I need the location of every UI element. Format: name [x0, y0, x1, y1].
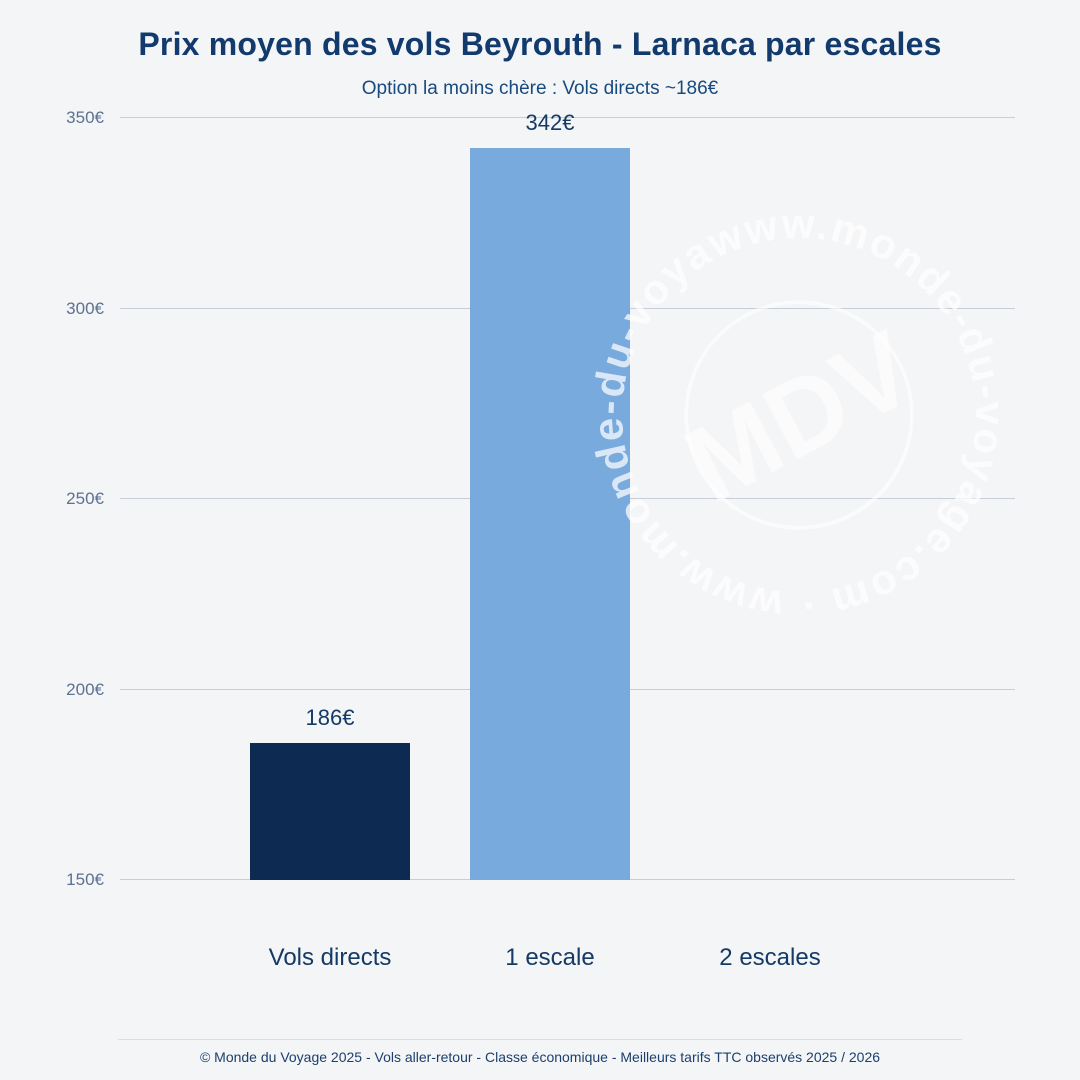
y-tick-label: 350€: [66, 108, 104, 127]
x-category-label: Vols directs: [268, 944, 392, 971]
chart-subtitle: Option la moins chère : Vols directs ~18…: [361, 78, 719, 99]
gridline: [120, 117, 1015, 118]
x-category-label: 1 escale: [505, 944, 595, 971]
chart-title: Prix moyen des vols Beyrouth - Larnaca p…: [138, 26, 942, 62]
bar-vols-directs: [250, 742, 410, 880]
bar-value-label: 342€: [525, 110, 575, 136]
y-tick-label: 150€: [66, 870, 104, 889]
bar-value-label: 186€: [305, 704, 355, 730]
y-tick-label: 250€: [66, 489, 104, 508]
bar-1-escale: [470, 148, 630, 880]
x-axis-labels: Vols directs 1 escale 2 escales: [120, 944, 1015, 988]
x-category-label: 2 escales: [719, 944, 821, 971]
y-tick-label: 200€: [66, 679, 104, 699]
plot-area: 150€ 200€ 250€ 300€ 350€ 186€ 342€: [66, 108, 1015, 889]
y-tick-label: 300€: [66, 298, 104, 318]
footer-divider: [118, 1039, 962, 1040]
footer-text: © Monde du Voyage 2025 - Vols aller-reto…: [199, 1049, 881, 1065]
